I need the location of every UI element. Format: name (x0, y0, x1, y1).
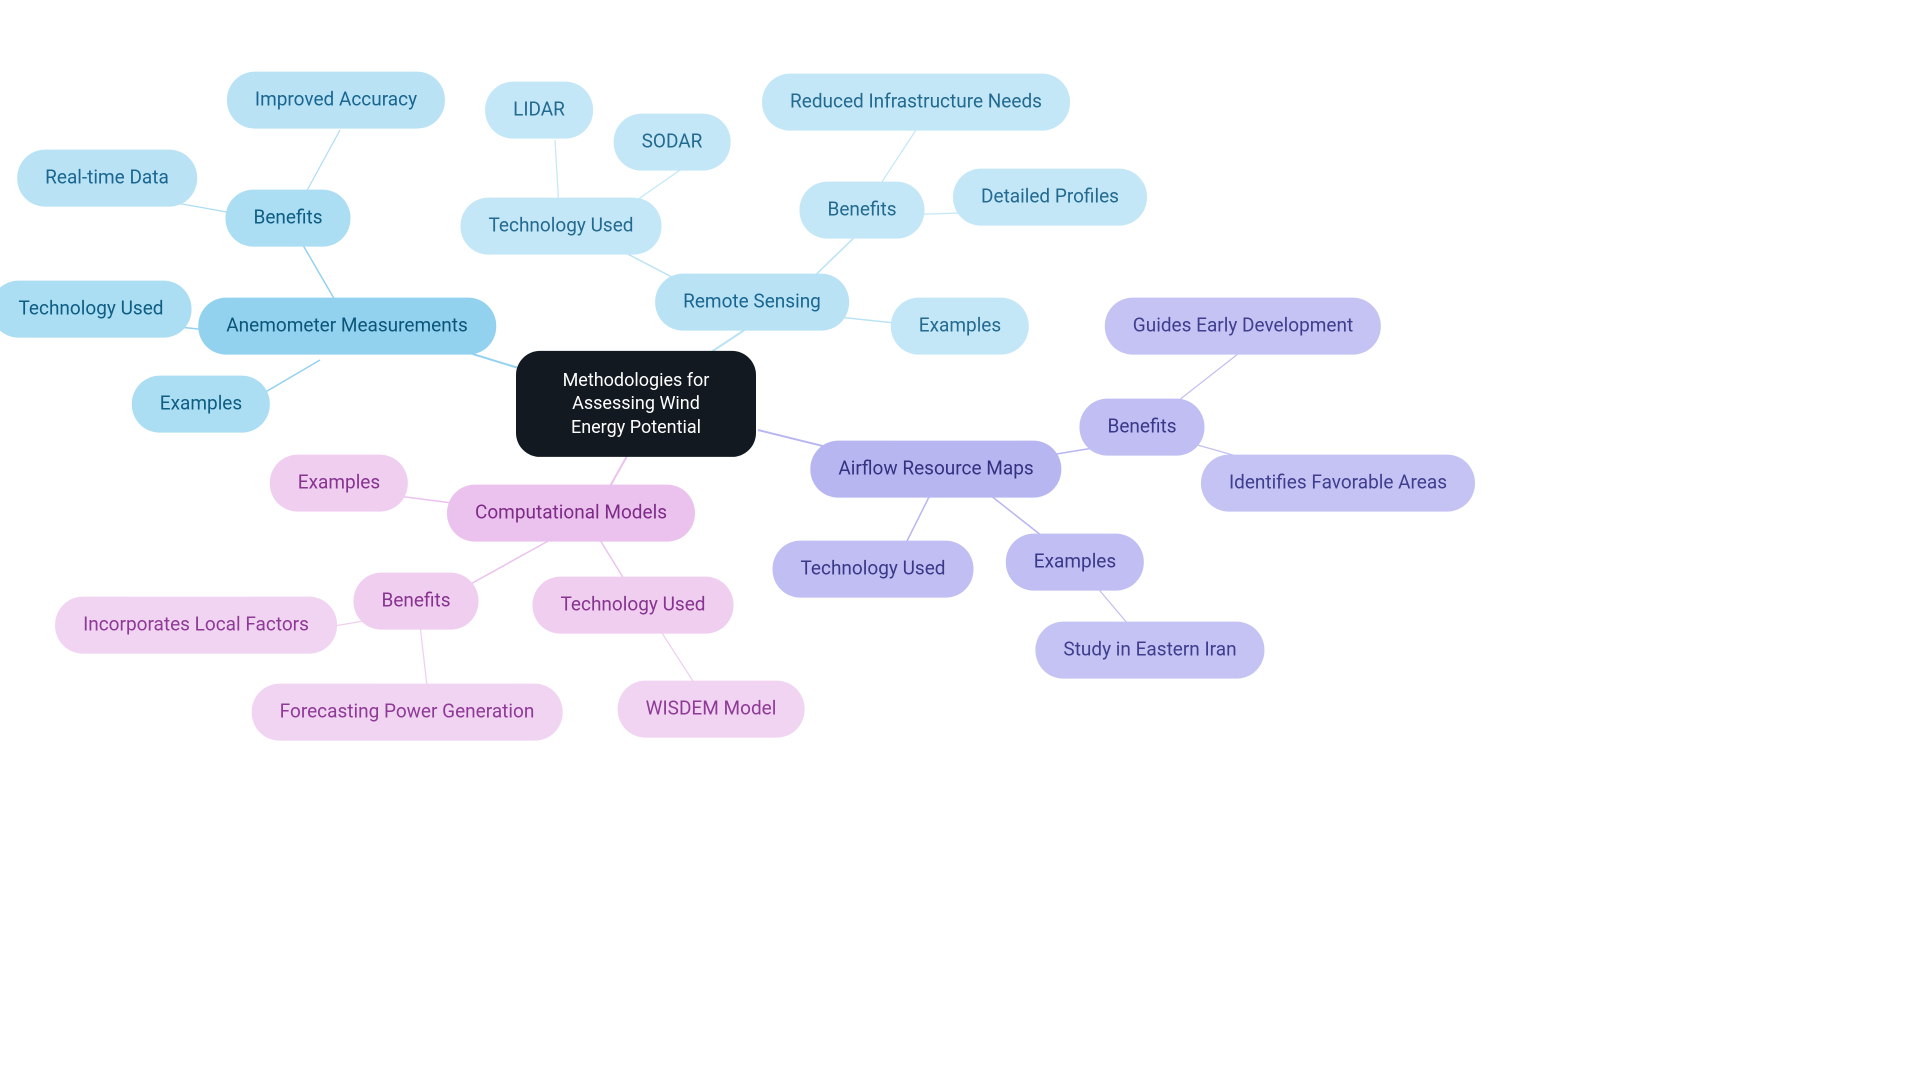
node-computational: Computational Models (447, 485, 695, 542)
node-remote-tech-sodar: SODAR (614, 114, 731, 171)
node-remote-benefits: Benefits (799, 182, 924, 239)
node-remote-tech-lidar: LIDAR (485, 82, 593, 139)
node-anemometer-benefits: Benefits (225, 190, 350, 247)
node-airflow-benefits-identifies: Identifies Favorable Areas (1201, 455, 1475, 512)
node-anemometer-benefits-accuracy: Improved Accuracy (227, 72, 445, 129)
node-airflow-examples-iran: Study in Eastern Iran (1035, 622, 1264, 679)
node-airflow: Airflow Resource Maps (810, 441, 1061, 498)
node-anemometer-benefits-realtime: Real-time Data (17, 150, 197, 207)
node-anemometer-tech: Technology Used (0, 281, 191, 338)
node-airflow-benefits-guides: Guides Early Development (1105, 298, 1381, 355)
node-remote-examples: Examples (891, 298, 1029, 355)
node-remote-benefits-reduced: Reduced Infrastructure Needs (762, 74, 1070, 131)
node-remote-benefits-detailed: Detailed Profiles (953, 169, 1147, 226)
node-computational-tech: Technology Used (533, 577, 734, 634)
node-airflow-tech: Technology Used (773, 541, 974, 598)
edge-layer (0, 0, 1920, 1083)
node-remote-tech: Technology Used (461, 198, 662, 255)
node-airflow-examples: Examples (1006, 534, 1144, 591)
node-computational-tech-wisdem: WISDEM Model (618, 681, 805, 738)
node-computational-benefits: Benefits (353, 573, 478, 630)
node-computational-benefits-local: Incorporates Local Factors (55, 597, 337, 654)
node-airflow-benefits: Benefits (1079, 399, 1204, 456)
node-remote: Remote Sensing (655, 274, 849, 331)
root-node: Methodologies for Assessing Wind Energy … (516, 351, 756, 457)
node-anemometer: Anemometer Measurements (198, 298, 496, 355)
node-computational-examples: Examples (270, 455, 408, 512)
node-anemometer-examples: Examples (132, 376, 270, 433)
node-computational-benefits-forecast: Forecasting Power Generation (252, 684, 563, 741)
